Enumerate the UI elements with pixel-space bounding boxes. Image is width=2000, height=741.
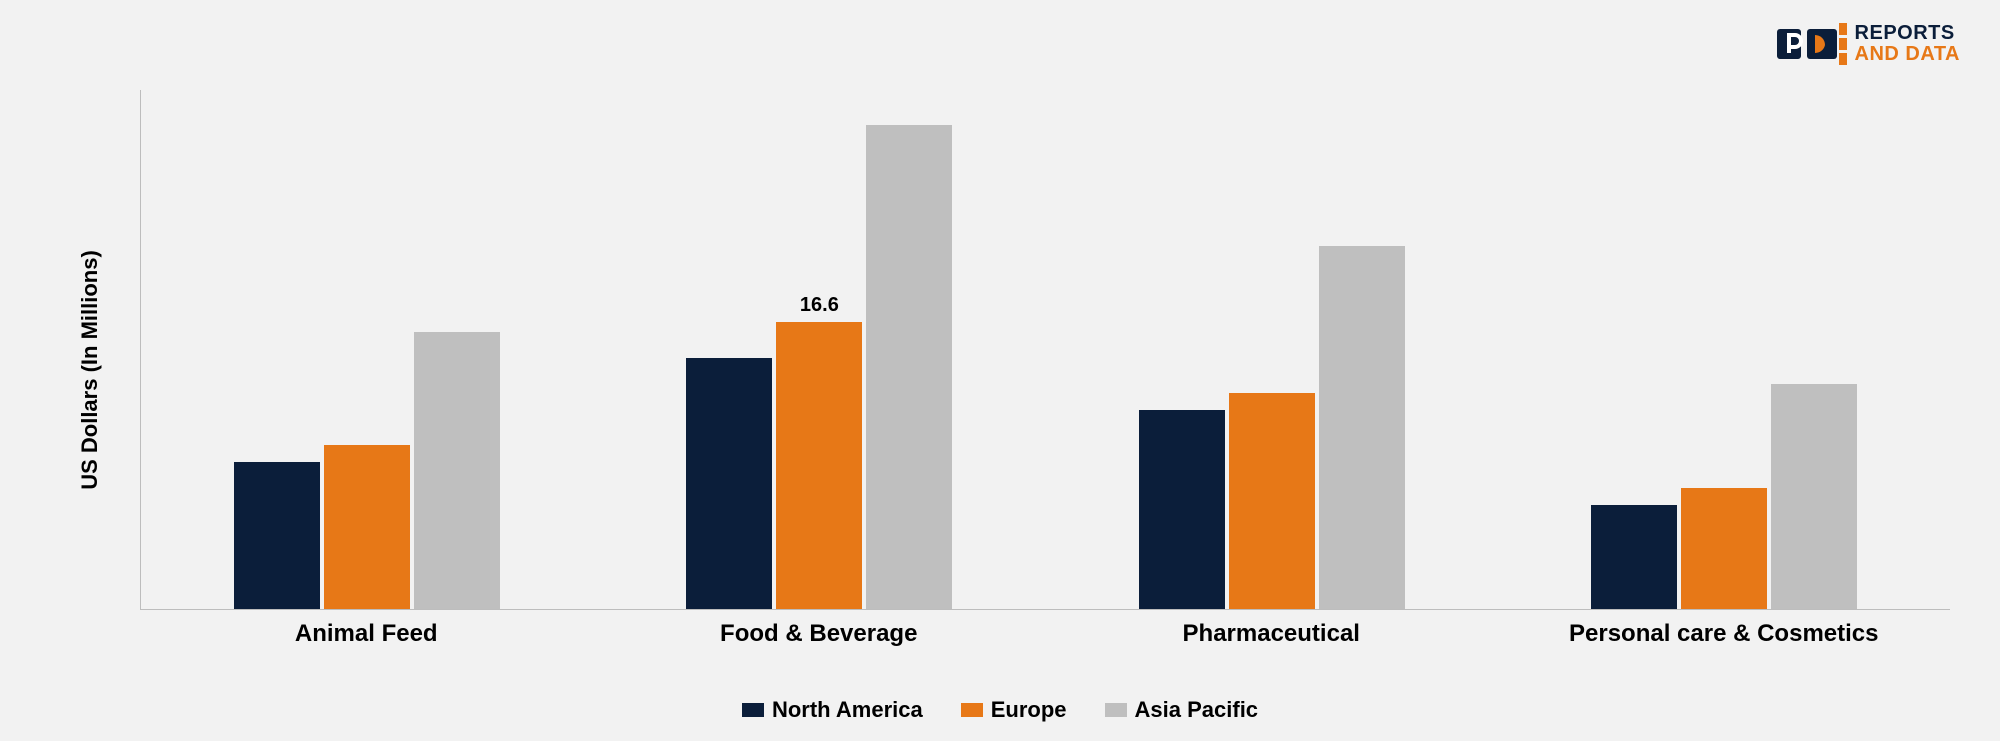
- bar: [1771, 384, 1857, 609]
- bar: [1319, 246, 1405, 609]
- bar: 16.6: [776, 322, 862, 609]
- legend-item: Europe: [961, 697, 1067, 723]
- bar: [866, 125, 952, 609]
- plot-area: 16.6: [140, 90, 1950, 610]
- legend-label: North America: [772, 697, 923, 723]
- bar-group: [1498, 90, 1950, 609]
- legend-label: Asia Pacific: [1135, 697, 1259, 723]
- x-tick-label: Animal Feed: [140, 610, 593, 650]
- bar: [1681, 488, 1767, 609]
- x-axis: Animal FeedFood & BeveragePharmaceutical…: [140, 610, 1950, 650]
- bar: [686, 358, 772, 609]
- logo-line1: REPORTS: [1855, 23, 1960, 44]
- bar: [1229, 393, 1315, 609]
- legend-swatch-icon: [742, 703, 764, 717]
- logo-line2: AND DATA: [1855, 44, 1960, 65]
- bar-group: [1046, 90, 1498, 609]
- bar-group: [141, 90, 593, 609]
- legend-item: North America: [742, 697, 923, 723]
- legend-swatch-icon: [1105, 703, 1127, 717]
- x-tick-label: Food & Beverage: [593, 610, 1046, 650]
- logo-mark-icon: [1777, 20, 1847, 68]
- bar: [414, 332, 500, 609]
- bar: [234, 462, 320, 609]
- chart-container: US Dollars (In Millions) 16.6 Animal Fee…: [80, 90, 1950, 650]
- logo-text: REPORTS AND DATA: [1855, 23, 1960, 65]
- legend-swatch-icon: [961, 703, 983, 717]
- bar: [1139, 410, 1225, 609]
- legend-item: Asia Pacific: [1105, 697, 1259, 723]
- bar: [1591, 505, 1677, 609]
- x-tick-label: Pharmaceutical: [1045, 610, 1498, 650]
- legend-label: Europe: [991, 697, 1067, 723]
- bar-data-label: 16.6: [800, 294, 839, 317]
- bar: [324, 445, 410, 609]
- legend: North America Europe Asia Pacific: [0, 697, 2000, 723]
- bar-groups: 16.6: [141, 90, 1950, 609]
- brand-logo: REPORTS AND DATA: [1777, 20, 1960, 68]
- y-axis-label: US Dollars (In Millions): [77, 250, 103, 490]
- bar-group: 16.6: [593, 90, 1045, 609]
- x-tick-label: Personal care & Cosmetics: [1498, 610, 1951, 650]
